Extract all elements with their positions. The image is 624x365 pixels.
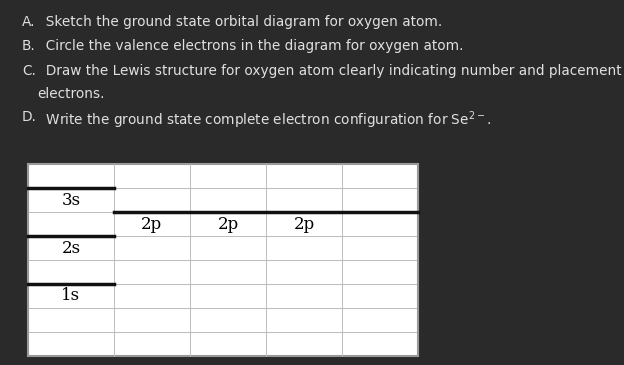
Point (24, 330, 32, 334)
Text: 3s: 3s (61, 192, 80, 209)
Text: D.: D. (22, 110, 37, 123)
Text: B.: B. (22, 39, 36, 53)
Text: A.: A. (22, 15, 36, 28)
Text: Sketch the ground state orbital diagram for oxygen atom.: Sketch the ground state orbital diagram … (37, 15, 442, 28)
Point (414, 162, 422, 166)
Point (414, 210, 422, 214)
Point (24, 234, 32, 238)
Text: 2p: 2p (141, 216, 162, 233)
Point (414, 354, 422, 358)
Point (110, 162, 117, 166)
Text: 2p: 2p (293, 216, 314, 233)
Point (110, 282, 117, 286)
Point (414, 234, 422, 238)
Point (24, 282, 32, 286)
Point (414, 162, 422, 166)
Point (24, 186, 32, 191)
Point (414, 330, 422, 334)
Text: 2p: 2p (217, 216, 238, 233)
Point (338, 354, 346, 358)
Point (110, 186, 117, 191)
Text: Write the ground state complete electron configuration for Se$^{2-}$.: Write the ground state complete electron… (37, 110, 492, 131)
Point (24, 162, 32, 166)
Point (414, 186, 422, 191)
Point (24, 258, 32, 262)
Text: 2s: 2s (61, 239, 80, 257)
Point (110, 210, 117, 214)
Bar (28, 164, 418, 356)
Point (262, 162, 270, 166)
Point (24, 306, 32, 310)
Point (110, 354, 117, 358)
Point (414, 306, 422, 310)
Text: C.: C. (22, 64, 36, 77)
Point (186, 354, 193, 358)
Point (414, 258, 422, 262)
Point (24, 210, 32, 214)
Point (24, 162, 32, 166)
Point (110, 234, 117, 238)
Point (24, 282, 32, 286)
Point (414, 282, 422, 286)
Point (24, 234, 32, 238)
Text: Draw the Lewis structure for oxygen atom clearly indicating number and placement: Draw the Lewis structure for oxygen atom… (37, 64, 624, 77)
Point (24, 354, 32, 358)
Point (24, 186, 32, 191)
Point (262, 354, 270, 358)
Text: 1s: 1s (61, 288, 80, 304)
Point (414, 210, 422, 214)
Text: Circle the valence electrons in the diagram for oxygen atom.: Circle the valence electrons in the diag… (37, 39, 464, 53)
Point (24, 354, 32, 358)
Point (186, 162, 193, 166)
Point (414, 354, 422, 358)
Point (338, 162, 346, 166)
Text: electrons.: electrons. (37, 87, 105, 101)
